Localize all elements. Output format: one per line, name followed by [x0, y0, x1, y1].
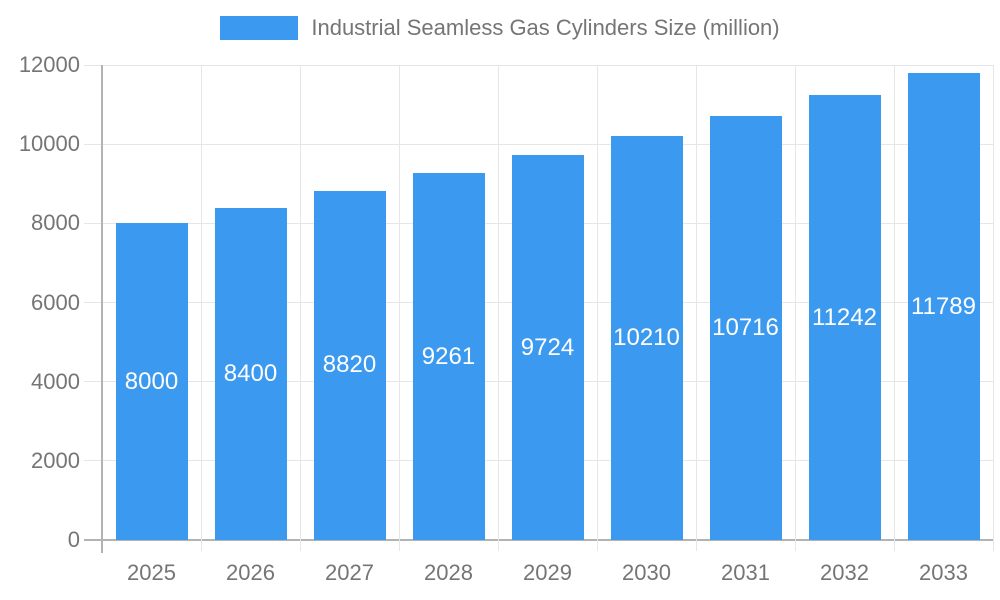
vertical-gridline	[893, 65, 895, 540]
y-axis-tick-label: 2000	[31, 447, 80, 473]
vertical-gridline	[695, 65, 697, 540]
y-axis-tick-label: 10000	[18, 131, 80, 157]
bar-2031[interactable]	[709, 115, 782, 540]
vertical-gridline	[794, 65, 796, 540]
bar-2032[interactable]	[808, 95, 881, 540]
x-axis-tick	[695, 540, 697, 551]
x-axis-tick-label: 2032	[820, 560, 869, 585]
y-axis-tick-label: 0	[67, 527, 80, 552]
x-axis-tick	[596, 540, 598, 551]
x-axis-tick	[794, 540, 796, 551]
vertical-gridline	[596, 65, 598, 540]
y-axis-line	[101, 65, 103, 553]
bar-value-label: 8820	[322, 351, 377, 379]
vertical-gridline	[398, 65, 400, 540]
y-axis-tick	[84, 302, 102, 303]
x-axis-tick	[299, 540, 301, 551]
x-axis-tick-label: 2031	[721, 560, 770, 585]
bar-2027[interactable]	[313, 190, 386, 540]
y-axis-tick	[84, 222, 102, 224]
x-axis-tick-label: 2026	[226, 560, 275, 585]
vertical-gridline	[992, 65, 994, 540]
bar-value-label: 8000	[124, 367, 179, 395]
horizontal-gridline	[102, 143, 993, 145]
y-axis-tick	[84, 460, 102, 462]
x-axis-tick-label: 2028	[424, 560, 473, 585]
y-axis-tick	[84, 539, 102, 541]
bar-2025[interactable]	[115, 223, 188, 540]
y-axis-tick	[84, 64, 102, 66]
y-axis-tick	[84, 143, 102, 145]
bar-2030[interactable]	[610, 135, 683, 540]
bar-2026[interactable]	[214, 207, 287, 540]
bar-2029[interactable]	[511, 155, 584, 540]
x-axis-tick	[200, 540, 202, 551]
x-axis-tick-label: 2029	[523, 560, 572, 585]
x-axis-tick-label: 2030	[622, 560, 671, 585]
x-axis-tick-label: 2033	[919, 560, 968, 585]
vertical-gridline	[200, 65, 202, 540]
x-axis-tick-label: 2025	[127, 560, 176, 585]
x-axis-tick	[497, 540, 499, 551]
horizontal-gridline	[102, 64, 993, 66]
vertical-gridline	[497, 65, 499, 540]
legend-swatch	[220, 16, 299, 40]
x-axis-baseline	[102, 539, 993, 541]
y-axis-tick	[84, 381, 102, 383]
y-axis-tick-label: 4000	[31, 368, 80, 394]
x-axis-tick	[398, 540, 400, 551]
chart-legend: Industrial Seamless Gas Cylinders Size (…	[0, 15, 1000, 41]
bar-value-label: 9261	[421, 342, 476, 370]
bar-value-label: 11242	[812, 303, 877, 331]
bar-value-label: 9724	[520, 333, 575, 361]
x-axis-tick	[992, 540, 994, 551]
y-axis-tick-label: 6000	[31, 289, 80, 315]
legend-label: Industrial Seamless Gas Cylinders Size (…	[311, 15, 780, 40]
vertical-gridline	[299, 65, 301, 540]
x-axis-tick	[893, 540, 895, 551]
y-axis-tick-label: 12000	[18, 52, 80, 77]
bar-value-label: 8400	[223, 359, 278, 387]
x-axis-tick-label: 2027	[325, 560, 374, 585]
bar-2033[interactable]	[907, 73, 980, 540]
y-axis-tick-label: 8000	[31, 210, 80, 236]
bar-value-label: 10716	[712, 313, 779, 341]
bar-2028[interactable]	[412, 173, 485, 540]
bar-value-label: 11789	[911, 292, 976, 320]
bar-value-label: 10210	[613, 323, 680, 351]
